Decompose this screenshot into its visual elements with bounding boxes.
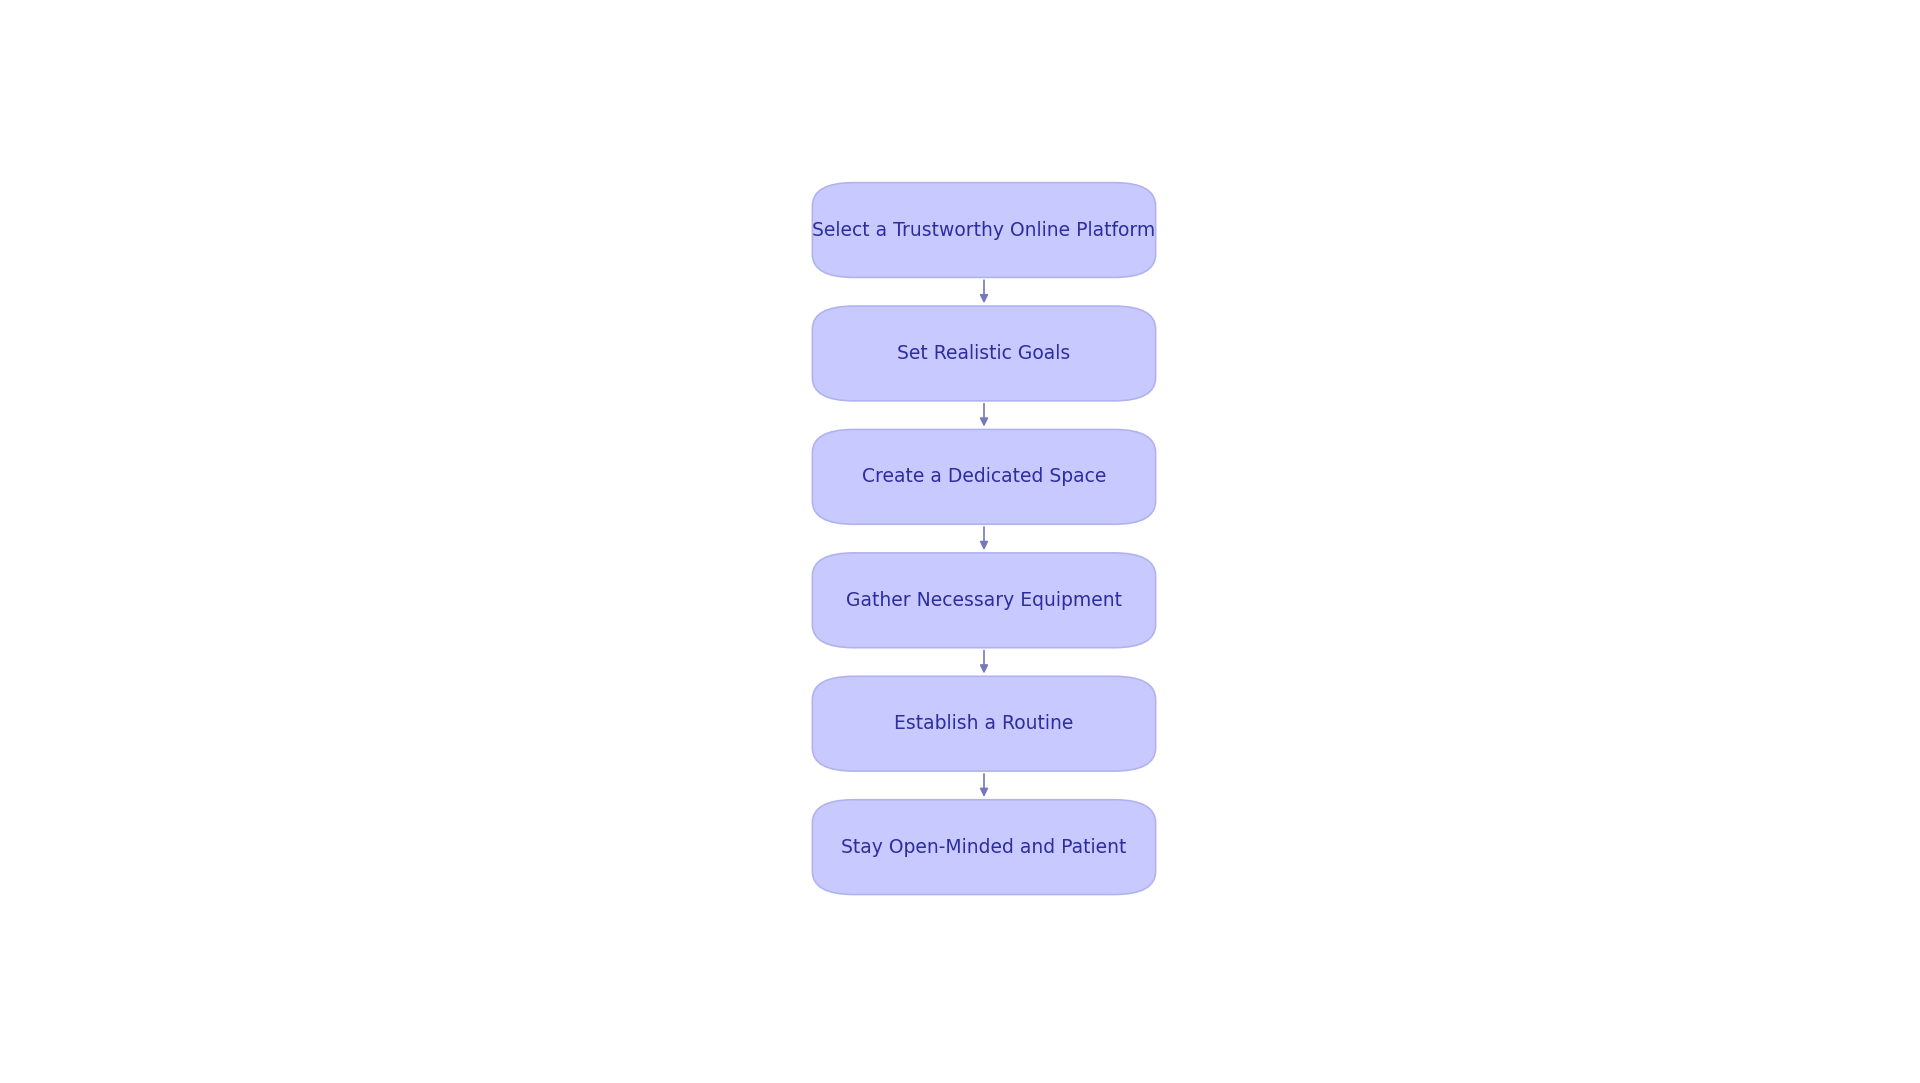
Text: Create a Dedicated Space: Create a Dedicated Space — [862, 468, 1106, 486]
Text: Gather Necessary Equipment: Gather Necessary Equipment — [847, 591, 1121, 610]
Text: Set Realistic Goals: Set Realistic Goals — [897, 344, 1071, 363]
FancyBboxPatch shape — [812, 430, 1156, 524]
FancyBboxPatch shape — [812, 676, 1156, 771]
Text: Establish a Routine: Establish a Routine — [895, 714, 1073, 733]
FancyBboxPatch shape — [812, 799, 1156, 895]
Text: Select a Trustworthy Online Platform: Select a Trustworthy Online Platform — [812, 221, 1156, 239]
FancyBboxPatch shape — [812, 306, 1156, 401]
Text: Stay Open-Minded and Patient: Stay Open-Minded and Patient — [841, 837, 1127, 857]
FancyBboxPatch shape — [812, 183, 1156, 277]
FancyBboxPatch shape — [812, 553, 1156, 648]
